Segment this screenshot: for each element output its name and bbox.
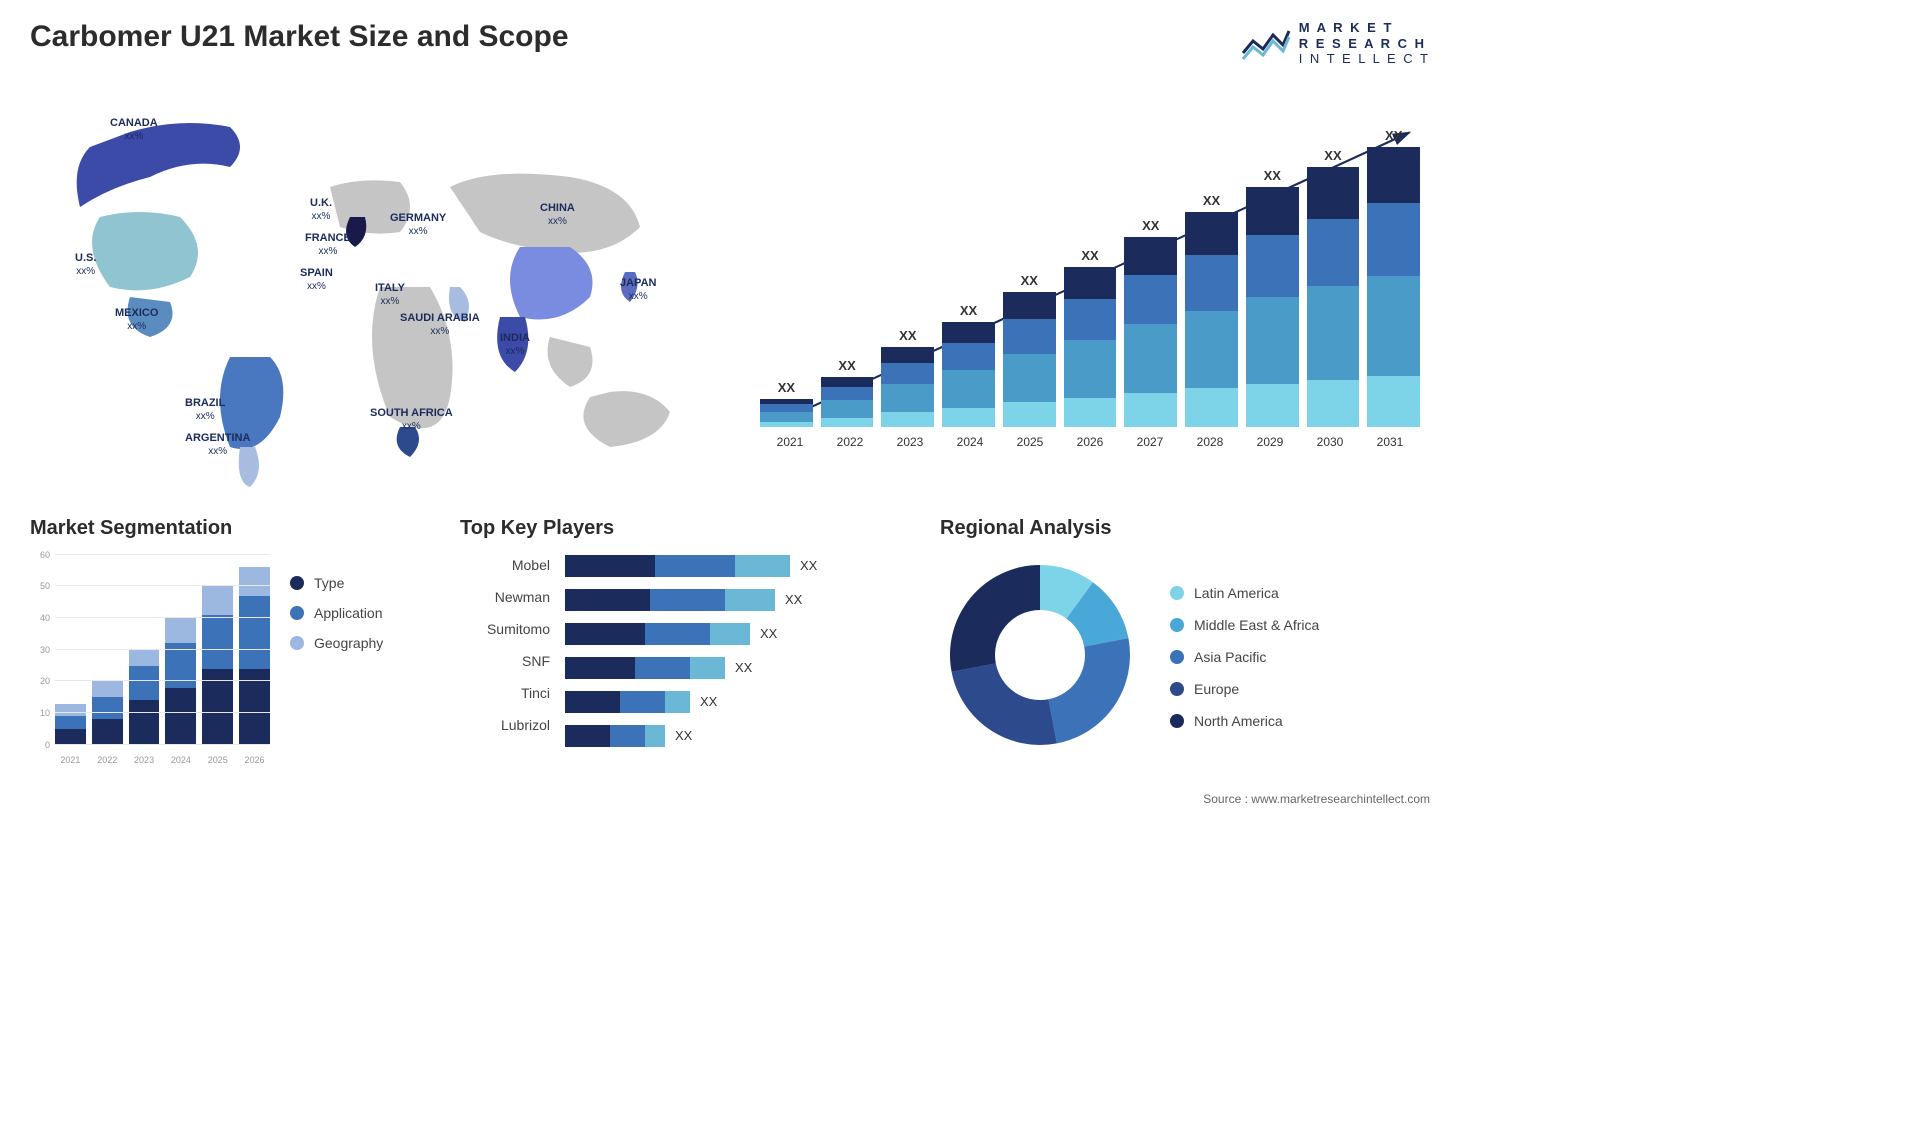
growth-bar	[942, 322, 995, 427]
growth-bar	[1367, 147, 1420, 427]
map-label: GERMANYxx%	[390, 212, 446, 238]
map-label: JAPANxx%	[620, 277, 656, 303]
regional-legend-item: North America	[1170, 713, 1319, 729]
seg-bar	[92, 681, 123, 744]
player-row: XX	[565, 589, 910, 611]
growth-xlabel: 2021	[760, 435, 820, 449]
regional-section: Regional Analysis Latin America Middle Ea…	[940, 517, 1430, 765]
player-row: XX	[565, 725, 910, 747]
seg-bar	[165, 618, 196, 745]
growth-bar	[1124, 237, 1177, 427]
growth-bar	[821, 377, 874, 427]
player-row: XX	[565, 657, 910, 679]
logo-line2: R E S E A R C H	[1299, 36, 1430, 52]
seg-bar	[55, 704, 86, 745]
growth-bar	[881, 347, 934, 427]
seg-legend-item: Geography	[290, 635, 383, 651]
logo-line3: I N T E L L E C T	[1299, 51, 1430, 67]
donut-slice	[950, 565, 1040, 672]
map-label: ARGENTINAxx%	[185, 432, 250, 458]
players-section: Top Key Players Mobel Newman Sumitomo SNF Ti…	[460, 517, 910, 765]
regional-legend-item: Latin America	[1170, 585, 1319, 601]
growth-bar	[1307, 167, 1360, 427]
growth-bar-label: XX	[778, 380, 795, 395]
growth-xlabel: 2030	[1300, 435, 1360, 449]
logo-icon	[1241, 23, 1291, 63]
growth-xlabel: 2026	[1060, 435, 1120, 449]
donut-slice	[952, 663, 1057, 745]
map-label: CANADAxx%	[110, 117, 158, 143]
logo-line1: M A R K E T	[1299, 20, 1430, 36]
growth-xlabel: 2023	[880, 435, 940, 449]
growth-bar	[1246, 187, 1299, 427]
seg-bar	[129, 650, 160, 745]
growth-xlabel: 2029	[1240, 435, 1300, 449]
growth-bar-label: XX	[960, 303, 977, 318]
growth-bar-label: XX	[838, 358, 855, 373]
map-label: U.K.xx%	[310, 197, 332, 223]
growth-bar-label: XX	[1203, 193, 1220, 208]
map-label: U.S.xx%	[75, 252, 96, 278]
growth-bar	[1185, 212, 1238, 427]
regional-legend-item: Europe	[1170, 681, 1319, 697]
world-map: CANADAxx% U.S.xx% MEXICOxx% BRAZILxx% ARGENT…	[30, 87, 720, 487]
growth-chart: XXXXXXXXXXXXXXXXXXXXXX 20212022202320242…	[750, 87, 1430, 487]
player-row: XX	[565, 555, 910, 577]
growth-xlabel: 2027	[1120, 435, 1180, 449]
map-label: SOUTH AFRICAxx%	[370, 407, 453, 433]
regional-legend-item: Asia Pacific	[1170, 649, 1319, 665]
source-footer: Source : www.marketresearchintellect.com	[1203, 792, 1430, 806]
donut-slice	[1048, 638, 1130, 743]
growth-xlabel: 2025	[1000, 435, 1060, 449]
growth-xlabel: 2028	[1180, 435, 1240, 449]
growth-bar-label: XX	[899, 328, 916, 343]
segmentation-legend: Type Application Geography	[290, 555, 383, 765]
growth-bar-label: XX	[1385, 128, 1402, 143]
growth-xlabel: 2024	[940, 435, 1000, 449]
growth-bar-label: XX	[1142, 218, 1159, 233]
brand-logo: M A R K E T R E S E A R C H I N T E L L …	[1241, 20, 1430, 67]
segmentation-chart: 0102030405060 202120222023202420252026	[30, 555, 270, 765]
growth-bar	[1064, 267, 1117, 427]
regional-donut	[940, 555, 1140, 760]
growth-xlabel: 2031	[1360, 435, 1420, 449]
seg-bar	[202, 586, 233, 744]
players-title: Top Key Players	[460, 517, 910, 540]
growth-bar-label: XX	[1264, 168, 1281, 183]
seg-bar	[239, 567, 270, 744]
player-row: XX	[565, 623, 910, 645]
regional-legend-item: Middle East & Africa	[1170, 617, 1319, 633]
map-label: INDIAxx%	[500, 332, 530, 358]
player-row: XX	[565, 691, 910, 713]
page-title: Carbomer U21 Market Size and Scope	[30, 20, 569, 54]
growth-xlabel: 2022	[820, 435, 880, 449]
segmentation-section: Market Segmentation 0102030405060 202120…	[30, 517, 430, 765]
seg-legend-item: Type	[290, 575, 383, 591]
growth-bar-label: XX	[1081, 248, 1098, 263]
map-label: ITALYxx%	[375, 282, 405, 308]
player-label: Lubrizol	[460, 717, 550, 733]
regional-title: Regional Analysis	[940, 517, 1430, 540]
segmentation-title: Market Segmentation	[30, 517, 430, 540]
seg-legend-item: Application	[290, 605, 383, 621]
map-label: SPAINxx%	[300, 267, 333, 293]
map-label: BRAZILxx%	[185, 397, 225, 423]
player-label: Newman	[460, 589, 550, 605]
growth-bar	[760, 399, 813, 427]
map-label: SAUDI ARABIAxx%	[400, 312, 480, 338]
growth-bar-label: XX	[1324, 148, 1341, 163]
map-label: FRANCExx%	[305, 232, 351, 258]
map-label: MEXICOxx%	[115, 307, 158, 333]
growth-bar	[1003, 292, 1056, 427]
regional-legend: Latin America Middle East & Africa Asia Pa…	[1170, 585, 1319, 729]
player-label: Sumitomo	[460, 621, 550, 637]
player-label: SNF	[460, 653, 550, 669]
player-label: Tinci	[460, 685, 550, 701]
map-label: CHINAxx%	[540, 202, 575, 228]
player-label: Mobel	[460, 557, 550, 573]
growth-bar-label: XX	[1021, 273, 1038, 288]
